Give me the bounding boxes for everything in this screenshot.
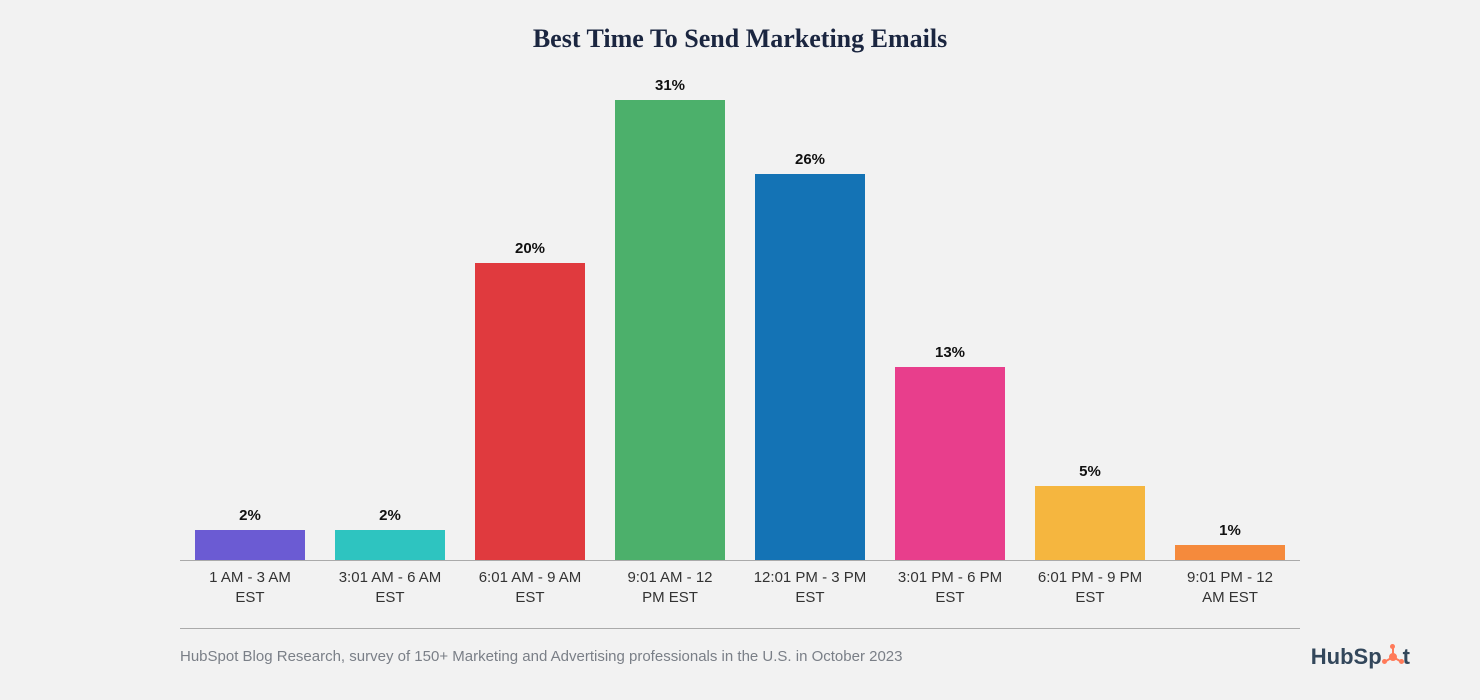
bar-value-label: 2% <box>379 507 401 524</box>
logo-text-before: HubSp <box>1311 644 1382 670</box>
bar-category-label: 9:01 PM - 12 AM EST <box>1160 568 1300 607</box>
bar-value-label: 5% <box>1079 463 1101 480</box>
bar-slot: 20%6:01 AM - 9 AM EST <box>460 100 600 560</box>
bar <box>335 530 445 560</box>
bar-slot: 1%9:01 PM - 12 AM EST <box>1160 100 1300 560</box>
plot-area: 2%1 AM - 3 AM EST2%3:01 AM - 6 AM EST20%… <box>180 100 1300 561</box>
footer-divider <box>180 628 1300 629</box>
hubspot-logo: HubSp t <box>1311 644 1410 670</box>
bar-category-label: 1 AM - 3 AM EST <box>180 568 320 607</box>
bar <box>475 263 585 560</box>
bar-slot: 5%6:01 PM - 9 PM EST <box>1020 100 1160 560</box>
bar <box>895 367 1005 560</box>
bar <box>195 530 305 560</box>
bar-value-label: 1% <box>1219 522 1241 539</box>
bar-slot: 26%12:01 PM - 3 PM EST <box>740 100 880 560</box>
bar-value-label: 26% <box>795 151 825 168</box>
bar-category-label: 12:01 PM - 3 PM EST <box>740 568 880 607</box>
bar <box>1035 486 1145 560</box>
logo-text-after: t <box>1403 644 1410 670</box>
source-text: HubSpot Blog Research, survey of 150+ Ma… <box>180 648 903 665</box>
bar-category-label: 6:01 PM - 9 PM EST <box>1020 568 1160 607</box>
chart-title: Best Time To Send Marketing Emails <box>0 24 1480 54</box>
bar-slot: 13%3:01 PM - 6 PM EST <box>880 100 1020 560</box>
bar <box>615 100 725 560</box>
bar-category-label: 6:01 AM - 9 AM EST <box>460 568 600 607</box>
hubspot-sprocket-icon <box>1383 647 1403 667</box>
bar-category-label: 3:01 PM - 6 PM EST <box>880 568 1020 607</box>
chart-container: Best Time To Send Marketing Emails 2%1 A… <box>0 0 1480 700</box>
bar-value-label: 13% <box>935 344 965 361</box>
bar-value-label: 31% <box>655 77 685 94</box>
bar-value-label: 2% <box>239 507 261 524</box>
bar-category-label: 9:01 AM - 12 PM EST <box>600 568 740 607</box>
bar <box>1175 545 1285 560</box>
bar <box>755 174 865 560</box>
bar-slot: 2%3:01 AM - 6 AM EST <box>320 100 460 560</box>
bar-category-label: 3:01 AM - 6 AM EST <box>320 568 460 607</box>
bar-slot: 2%1 AM - 3 AM EST <box>180 100 320 560</box>
bar-slot: 31%9:01 AM - 12 PM EST <box>600 100 740 560</box>
bar-value-label: 20% <box>515 240 545 257</box>
